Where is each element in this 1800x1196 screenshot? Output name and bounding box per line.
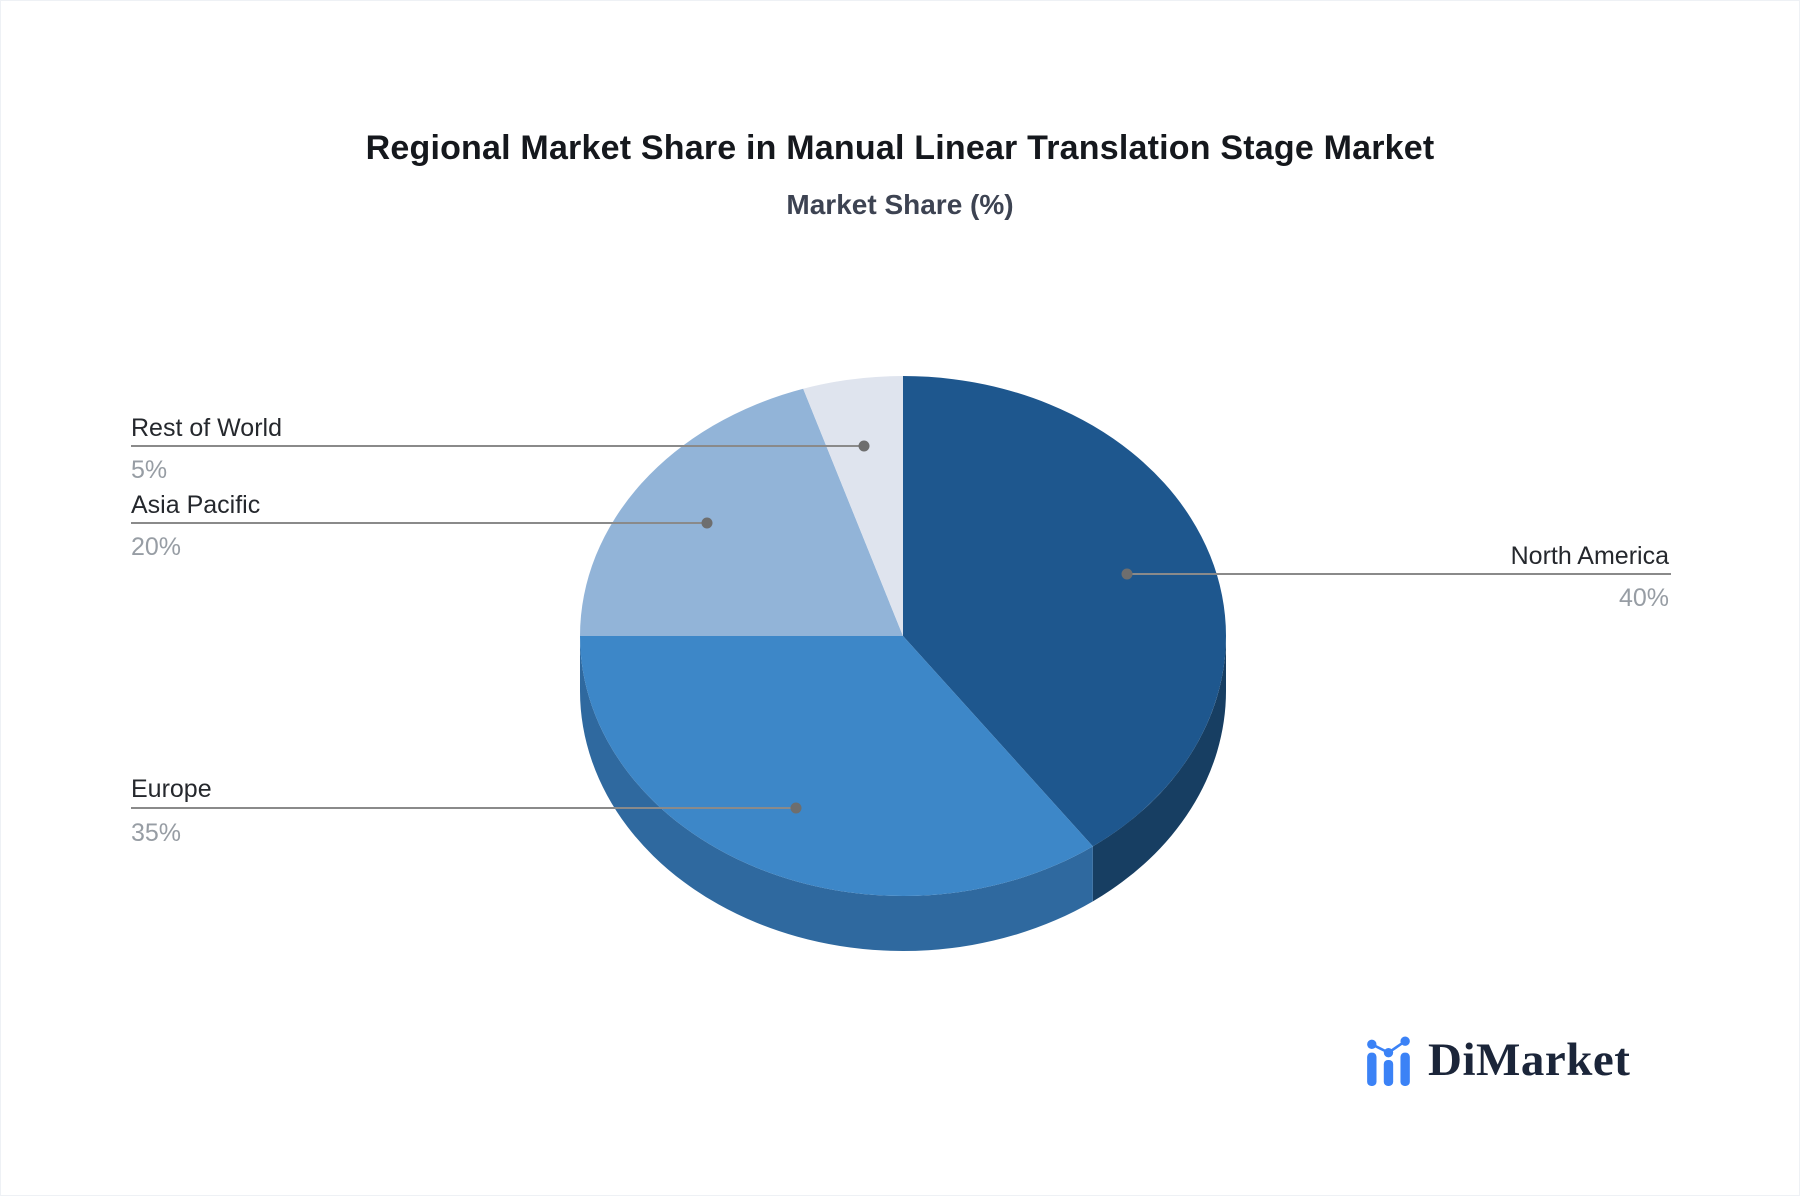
pie-slice-tops: [580, 376, 1226, 896]
leader-dot-rest-of-world: [858, 440, 870, 452]
pie-slice-side-north-america: [1092, 636, 1226, 902]
leader-dot-asia-pacific: [701, 517, 713, 529]
pct-asia-pacific: 20%: [131, 533, 182, 561]
chart-subtitle: Market Share (%): [786, 189, 1014, 220]
label-asia-pacific: Asia Pacific: [131, 491, 261, 519]
bar-chart-trend-icon: [1367, 1036, 1410, 1086]
pie-slice-side-europe: [580, 636, 1093, 951]
pct-rest-of-world: 5%: [131, 456, 168, 484]
label-europe: Europe: [131, 775, 212, 803]
pie-slice-sides: [580, 636, 1226, 951]
pie-slice-europe[interactable]: [580, 636, 1093, 896]
pie-slice-rest-of-world[interactable]: [803, 376, 903, 636]
pie-slice-asia-pacific[interactable]: [580, 388, 903, 636]
pct-north-america: 40%: [1618, 584, 1669, 612]
chart-title: Regional Market Share in Manual Linear T…: [365, 129, 1435, 167]
pct-europe: 35%: [131, 819, 182, 847]
leader-dot-europe: [790, 802, 802, 814]
leader-dot-north-america: [1121, 568, 1133, 580]
leader-lines: [131, 440, 1671, 814]
label-rest-of-world: Rest of World: [131, 414, 282, 442]
pie-slice-north-america[interactable]: [903, 376, 1226, 847]
label-north-america: North America: [1510, 542, 1669, 570]
dimarket-logo[interactable]: DiMarket: [1364, 1031, 1630, 1089]
logo-text: DiMarket: [1428, 1034, 1631, 1086]
